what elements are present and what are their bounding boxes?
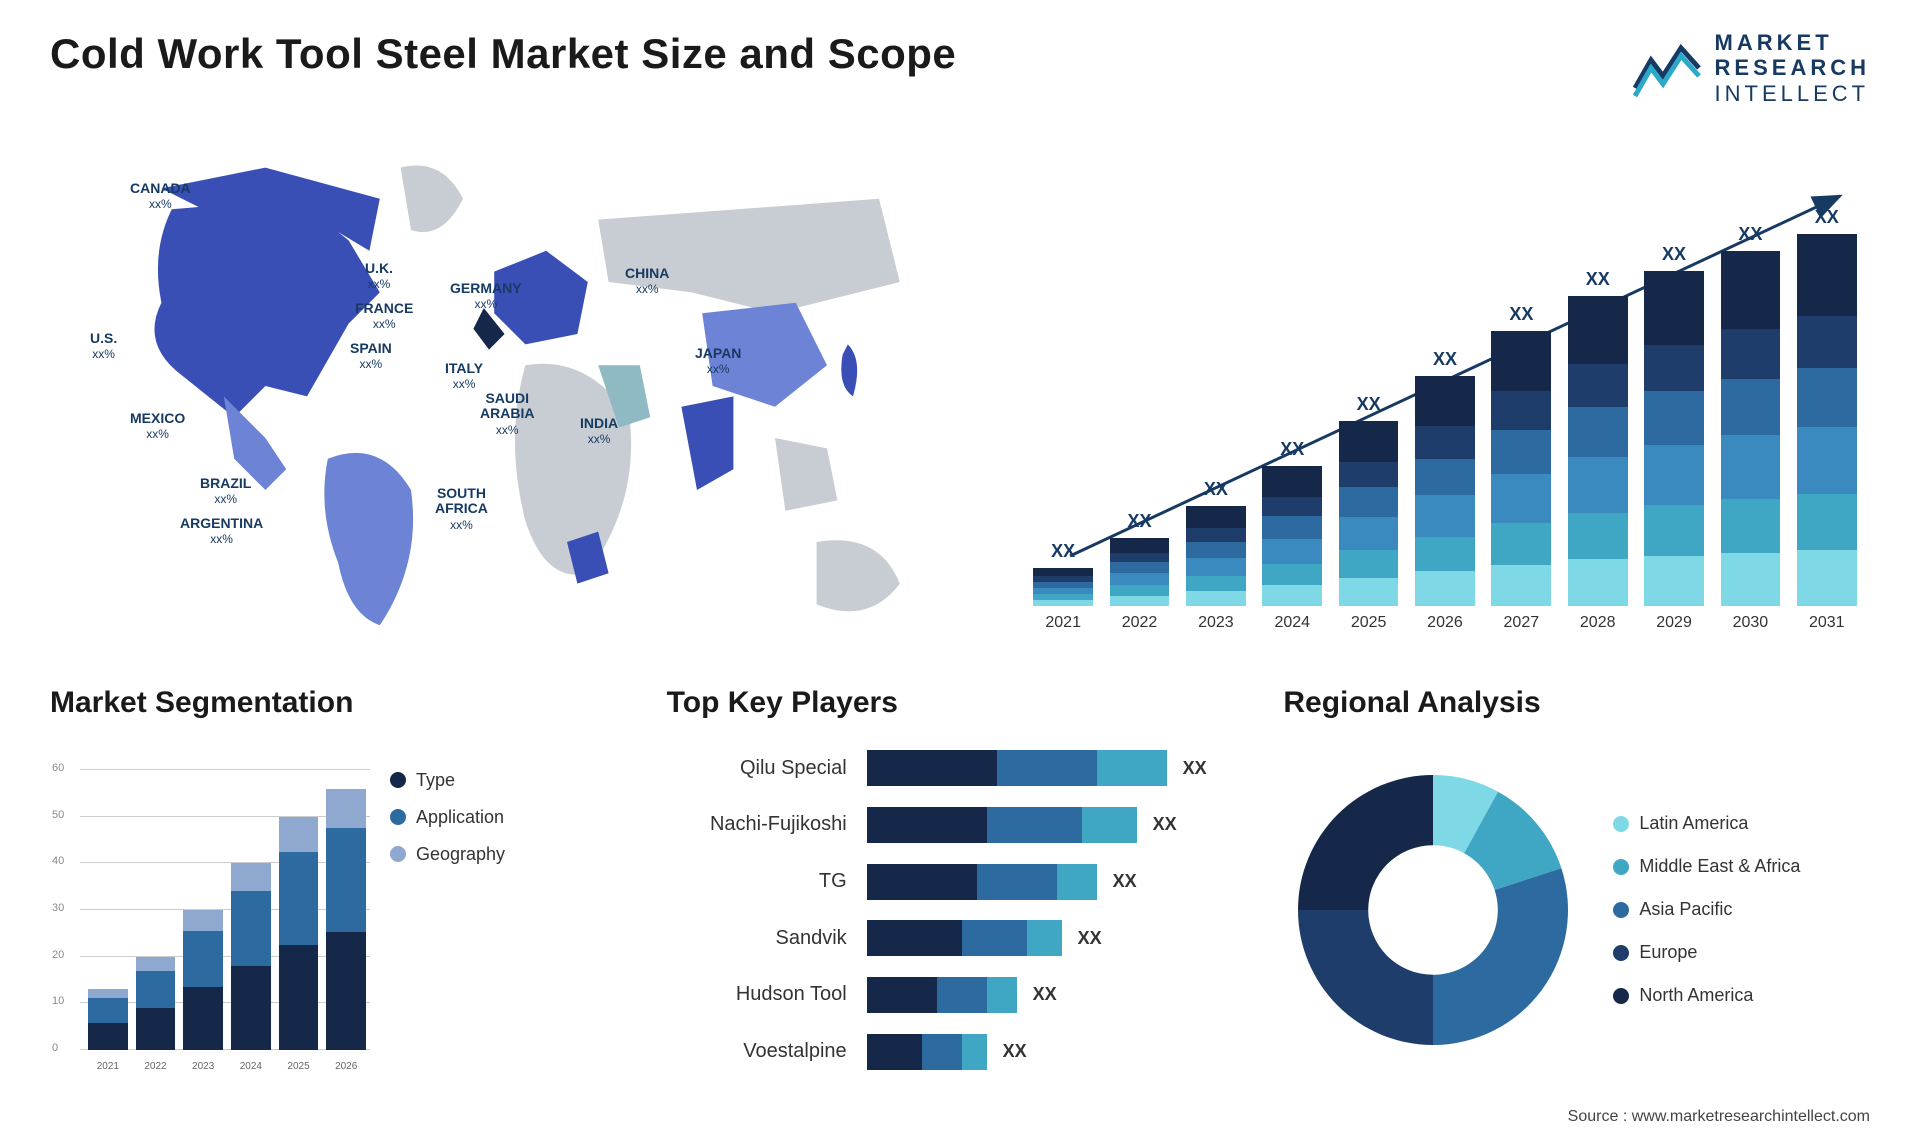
growth-bar-2022: XX2022 [1106, 511, 1172, 606]
growth-bar-2023: XX2023 [1183, 479, 1249, 606]
brand-logo: MARKET RESEARCH INTELLECT [1633, 30, 1870, 106]
growth-chart-panel: XX2021XX2022XX2023XX2024XX2025XX2026XX20… [1020, 126, 1870, 646]
growth-value-label: XX [1128, 511, 1152, 532]
ra-legend-latin-america: Latin America [1613, 813, 1800, 834]
map-label-china: CHINAxx% [625, 266, 669, 297]
growth-xlabel: 2021 [1045, 614, 1081, 632]
logo-icon [1633, 38, 1703, 98]
growth-bar-2025: XX2025 [1335, 394, 1401, 606]
map-label-u-s-: U.S.xx% [90, 331, 117, 362]
growth-bar-2024: XX2024 [1259, 439, 1325, 606]
map-label-brazil: BRAZILxx% [200, 476, 251, 507]
regional-legend: Latin America Middle East & Africa Asia Pa… [1613, 813, 1800, 1006]
key-players-title: Top Key Players [667, 686, 1254, 720]
donut-slice-europe [1298, 910, 1433, 1045]
logo-line3: INTELLECT [1715, 81, 1870, 106]
segmentation-legend: Type Application Geography [390, 740, 505, 1080]
map-label-india: INDIAxx% [580, 416, 618, 447]
kp-bar-tg: XX [867, 864, 1254, 900]
seg-legend-type: Type [390, 770, 505, 791]
segmentation-chart: 0102030405060202120222023202420252026 [50, 740, 370, 1080]
map-label-canada: CANADAxx% [130, 181, 191, 212]
seg-bar-2023: 2023 [183, 910, 223, 1050]
growth-value-label: XX [1051, 541, 1075, 562]
growth-bar-2027: XX2027 [1488, 304, 1554, 606]
kp-label-tg: TG [819, 870, 847, 893]
growth-value-label: XX [1815, 207, 1839, 228]
seg-legend-geography: Geography [390, 844, 505, 865]
growth-xlabel: 2023 [1198, 614, 1234, 632]
growth-value-label: XX [1662, 244, 1686, 265]
growth-bar-2021: XX2021 [1030, 541, 1096, 606]
growth-value-label: XX [1586, 269, 1610, 290]
segmentation-panel: Market Segmentation 01020304050602021202… [50, 686, 637, 1106]
ra-legend-middle-east-africa: Middle East & Africa [1613, 856, 1800, 877]
growth-bar-2029: XX2029 [1641, 244, 1707, 606]
map-label-japan: JAPANxx% [695, 346, 741, 377]
growth-xlabel: 2025 [1351, 614, 1387, 632]
segmentation-title: Market Segmentation [50, 686, 637, 720]
growth-value-label: XX [1280, 439, 1304, 460]
growth-bar-2026: XX2026 [1412, 349, 1478, 606]
growth-xlabel: 2022 [1122, 614, 1158, 632]
map-label-mexico: MEXICOxx% [130, 411, 185, 442]
map-label-south-africa: SOUTHAFRICAxx% [435, 486, 488, 532]
logo-line1: MARKET [1715, 30, 1870, 55]
seg-bar-2022: 2022 [136, 957, 176, 1050]
growth-value-label: XX [1509, 304, 1533, 325]
seg-bar-2021: 2021 [88, 989, 128, 1050]
map-label-germany: GERMANYxx% [450, 281, 522, 312]
growth-xlabel: 2027 [1504, 614, 1540, 632]
growth-xlabel: 2030 [1733, 614, 1769, 632]
growth-value-label: XX [1738, 224, 1762, 245]
world-map-panel: CANADAxx% U.S.xx% MEXICOxx% BRAZILxx% ARGENT… [50, 126, 980, 646]
kp-label-voestalpine: Voestalpine [743, 1040, 846, 1063]
kp-label-hudson-tool: Hudson Tool [736, 983, 847, 1006]
seg-bar-2024: 2024 [231, 863, 271, 1050]
kp-bar-voestalpine: XX [867, 1034, 1254, 1070]
growth-xlabel: 2028 [1580, 614, 1616, 632]
growth-bar-2028: XX2028 [1565, 269, 1631, 606]
donut-slice-north-america [1298, 775, 1433, 910]
page-title: Cold Work Tool Steel Market Size and Sco… [50, 30, 956, 78]
map-label-u-k-: U.K.xx% [365, 261, 393, 292]
key-players-labels: Qilu Special Nachi-Fujikoshi TG Sandvik Huds… [667, 740, 867, 1080]
ra-legend-europe: Europe [1613, 942, 1800, 963]
regional-title: Regional Analysis [1283, 686, 1870, 720]
kp-bar-nachi-fujikoshi: XX [867, 807, 1254, 843]
logo-line2: RESEARCH [1715, 55, 1870, 80]
kp-label-nachi-fujikoshi: Nachi-Fujikoshi [710, 813, 847, 836]
regional-donut [1283, 760, 1583, 1060]
kp-bar-hudson-tool: XX [867, 977, 1254, 1013]
donut-slice-asia-pacific [1433, 868, 1568, 1045]
growth-bar-2031: XX2031 [1794, 207, 1860, 606]
seg-bar-2025: 2025 [279, 817, 319, 1050]
growth-value-label: XX [1433, 349, 1457, 370]
kp-bar-sandvik: XX [867, 920, 1254, 956]
growth-xlabel: 2026 [1427, 614, 1463, 632]
key-players-bars: XX XX XX XX XX XX [867, 740, 1254, 1080]
kp-bar-qilu-special: XX [867, 750, 1254, 786]
growth-xlabel: 2029 [1656, 614, 1692, 632]
map-label-argentina: ARGENTINAxx% [180, 516, 263, 547]
source-text: Source : www.marketresearchintellect.com [1568, 1108, 1870, 1126]
growth-bar-2030: XX2030 [1717, 224, 1783, 606]
map-label-saudi-arabia: SAUDIARABIAxx% [480, 391, 534, 437]
growth-xlabel: 2031 [1809, 614, 1845, 632]
map-label-italy: ITALYxx% [445, 361, 483, 392]
kp-label-sandvik: Sandvik [776, 927, 847, 950]
regional-panel: Regional Analysis Latin America Middle Ea… [1283, 686, 1870, 1106]
growth-xlabel: 2024 [1274, 614, 1310, 632]
ra-legend-north-america: North America [1613, 985, 1800, 1006]
seg-legend-application: Application [390, 807, 505, 828]
growth-value-label: XX [1204, 479, 1228, 500]
map-label-france: FRANCExx% [355, 301, 413, 332]
kp-label-qilu-special: Qilu Special [740, 757, 847, 780]
ra-legend-asia-pacific: Asia Pacific [1613, 899, 1800, 920]
key-players-panel: Top Key Players Qilu Special Nachi-Fujiko… [667, 686, 1254, 1106]
growth-value-label: XX [1357, 394, 1381, 415]
seg-bar-2026: 2026 [326, 789, 366, 1050]
map-label-spain: SPAINxx% [350, 341, 392, 372]
